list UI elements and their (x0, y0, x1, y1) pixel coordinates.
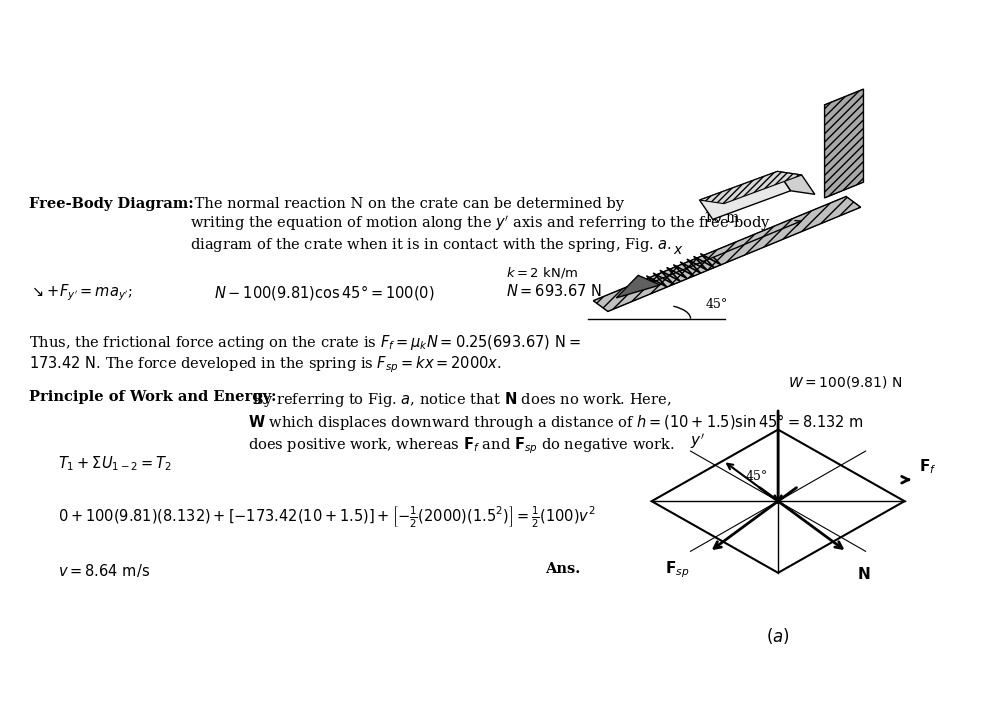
Text: Ans.: Ans. (545, 562, 580, 576)
Text: $\searrow$$+F_{y'}$$ = ma_{y'}$;: $\searrow$$+F_{y'}$$ = ma_{y'}$; (29, 283, 133, 304)
Text: By referring to Fig. $a$, notice that $\mathbf{N}$ does no work. Here,
$\mathbf{: By referring to Fig. $a$, notice that $\… (248, 390, 864, 455)
Text: $v = 8.64\ \mathrm{m/s}$: $v = 8.64\ \mathrm{m/s}$ (58, 562, 150, 579)
Text: Principle of Work and Energy:: Principle of Work and Energy: (29, 390, 277, 405)
Polygon shape (777, 171, 815, 194)
Text: The normal reaction N on the crate can be determined by
writing the equation of : The normal reaction N on the crate can b… (189, 197, 770, 254)
Polygon shape (593, 196, 861, 311)
Polygon shape (652, 430, 904, 573)
Text: $k = 2\ \mathrm{kN/m}$: $k = 2\ \mathrm{kN/m}$ (507, 266, 579, 281)
Text: $\mathbf{F}_f$: $\mathbf{F}_f$ (919, 458, 937, 476)
Text: $\mathbf{N}$: $\mathbf{N}$ (857, 566, 870, 582)
Text: $173.42\ \mathrm{N}$. The force developed in the spring is $F_{sp} = kx = 2000x$: $173.42\ \mathrm{N}$. The force develope… (29, 354, 501, 375)
Text: $N - 100(9.81)\cos 45° = 100(0)$: $N - 100(9.81)\cos 45° = 100(0)$ (213, 283, 435, 302)
Text: Free-Body Diagram:: Free-Body Diagram: (29, 197, 194, 211)
Text: $y'$: $y'$ (690, 432, 705, 451)
Polygon shape (700, 171, 790, 219)
Text: $x$: $x$ (674, 243, 684, 257)
Text: $W=100(9.81)\ \mathrm{N}$: $W=100(9.81)\ \mathrm{N}$ (787, 374, 902, 390)
Text: Thus, the frictional force acting on the crate is $F_f = \mu_k N = 0.25(693.67)\: Thus, the frictional force acting on the… (29, 333, 581, 352)
Polygon shape (700, 171, 802, 203)
Text: $\mathbf{F}_{sp}$: $\mathbf{F}_{sp}$ (666, 559, 690, 579)
Text: 45°: 45° (705, 299, 727, 311)
Text: $N = 693.67\ \mathrm{N}$: $N = 693.67\ \mathrm{N}$ (506, 283, 602, 299)
Text: $T_1 + \Sigma U_{1-2} = T_2$: $T_1 + \Sigma U_{1-2} = T_2$ (58, 455, 172, 473)
Text: $0 + 100(9.81)(8.132) + \left[-173.42(10 + 1.5)\right] + \left[-\frac{1}{2}(2000: $0 + 100(9.81)(8.132) + \left[-173.42(10… (58, 505, 596, 530)
Polygon shape (825, 89, 863, 198)
Polygon shape (616, 276, 661, 298)
Text: $(a)$: $(a)$ (766, 626, 789, 647)
Text: 10 m: 10 m (704, 211, 739, 226)
Text: 45°: 45° (746, 470, 768, 483)
